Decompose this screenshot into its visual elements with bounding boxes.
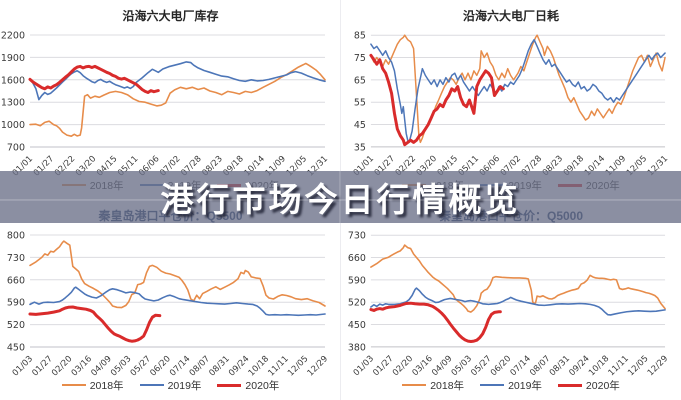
legend-item-2019: 2019年: [480, 378, 542, 393]
chart-panel-port-price-q5000: 秦皇岛港口平仓价：Q5000 38045052059066073001/0301…: [341, 200, 681, 400]
svg-text:660: 660: [7, 275, 25, 286]
svg-text:700: 700: [7, 143, 25, 154]
chart-panel-plant-daily-consumption: 沿海六大电厂日耗 35 45 55 65 75 85 01/01 01/27 02/22 03/2…: [341, 0, 681, 200]
svg-text:730: 730: [348, 231, 366, 242]
line-chart-port-price-q5500: 45052059066073080001/0301/2702/2003/1604…: [7, 231, 330, 377]
banner-overlay: 港行市场今日行情概览: [0, 171, 681, 223]
legend-label: 2020年: [245, 379, 280, 392]
chart-title: 沿海六大电厂库存: [122, 9, 219, 23]
legend-label: 2018年: [89, 379, 124, 392]
chart-panel-plant-inventory: 沿海六大电厂库存 700 1000 1300 1600 1900 2200 01/01 01/…: [0, 0, 341, 200]
svg-text:450: 450: [7, 343, 25, 354]
legend-swatch-2018: [61, 384, 86, 386]
legend-label: 2019年: [167, 379, 202, 392]
svg-text:12/29: 12/29: [306, 354, 330, 376]
svg-text:730: 730: [7, 253, 25, 264]
legend-item-2018: 2018年: [61, 378, 124, 393]
svg-text:660: 660: [348, 253, 366, 264]
line-chart-port-price-q5000: 38045052059066073001/0301/2702/2003/1604…: [348, 231, 670, 376]
legend-item-2020: 2020年: [217, 378, 279, 393]
svg-text:1000: 1000: [1, 120, 25, 131]
chart-title: 沿海六大电厂日耗: [462, 9, 559, 23]
legend-label: 2018年: [430, 379, 465, 392]
svg-text:2200: 2200: [1, 31, 25, 42]
svg-text:65: 65: [354, 75, 366, 86]
svg-text:45: 45: [354, 120, 366, 131]
legend-item-2019: 2019年: [139, 378, 202, 393]
svg-text:520: 520: [7, 320, 25, 331]
banner-title: 港行市场今日行情概览: [160, 181, 521, 218]
svg-text:75: 75: [354, 53, 366, 64]
svg-text:450: 450: [348, 320, 366, 331]
chart-panel-port-price-q5500: 秦皇岛港口平仓价：Q5500 45052059066073080001/0301…: [0, 200, 341, 400]
svg-text:1900: 1900: [1, 53, 25, 64]
line-chart-plant-inventory: 7001000130016001900220001/0101/2702/2203…: [1, 31, 330, 177]
svg-text:800: 800: [7, 231, 25, 242]
legend-label: 2020年: [585, 379, 620, 392]
svg-text:1600: 1600: [1, 75, 25, 86]
svg-text:85: 85: [354, 31, 366, 42]
svg-text:12/29: 12/29: [645, 353, 669, 376]
svg-text:1300: 1300: [1, 98, 25, 109]
svg-text:590: 590: [348, 275, 366, 286]
svg-text:380: 380: [348, 342, 366, 353]
legend-item-2018: 2018年: [402, 378, 464, 393]
svg-text:55: 55: [354, 98, 366, 109]
svg-text:590: 590: [7, 298, 25, 309]
legend-swatch-2020: [217, 383, 242, 387]
svg-text:35: 35: [354, 142, 366, 153]
legend-swatch-2018: [402, 384, 427, 386]
legend-swatch-2020: [557, 383, 582, 387]
line-chart-plant-daily-consumption: 35455565758501/0101/2702/2203/2004/1505/…: [351, 31, 669, 176]
legend-swatch-2019: [480, 384, 505, 386]
legend-swatch-2019: [139, 384, 164, 386]
chart-legend: 2018年 2019年 2020年: [0, 376, 341, 394]
legend-label: 2019年: [508, 379, 542, 392]
legend-item-2020: 2020年: [557, 378, 620, 393]
chart-legend: 2018年 2019年 2020年: [341, 376, 681, 394]
svg-text:520: 520: [348, 298, 366, 309]
